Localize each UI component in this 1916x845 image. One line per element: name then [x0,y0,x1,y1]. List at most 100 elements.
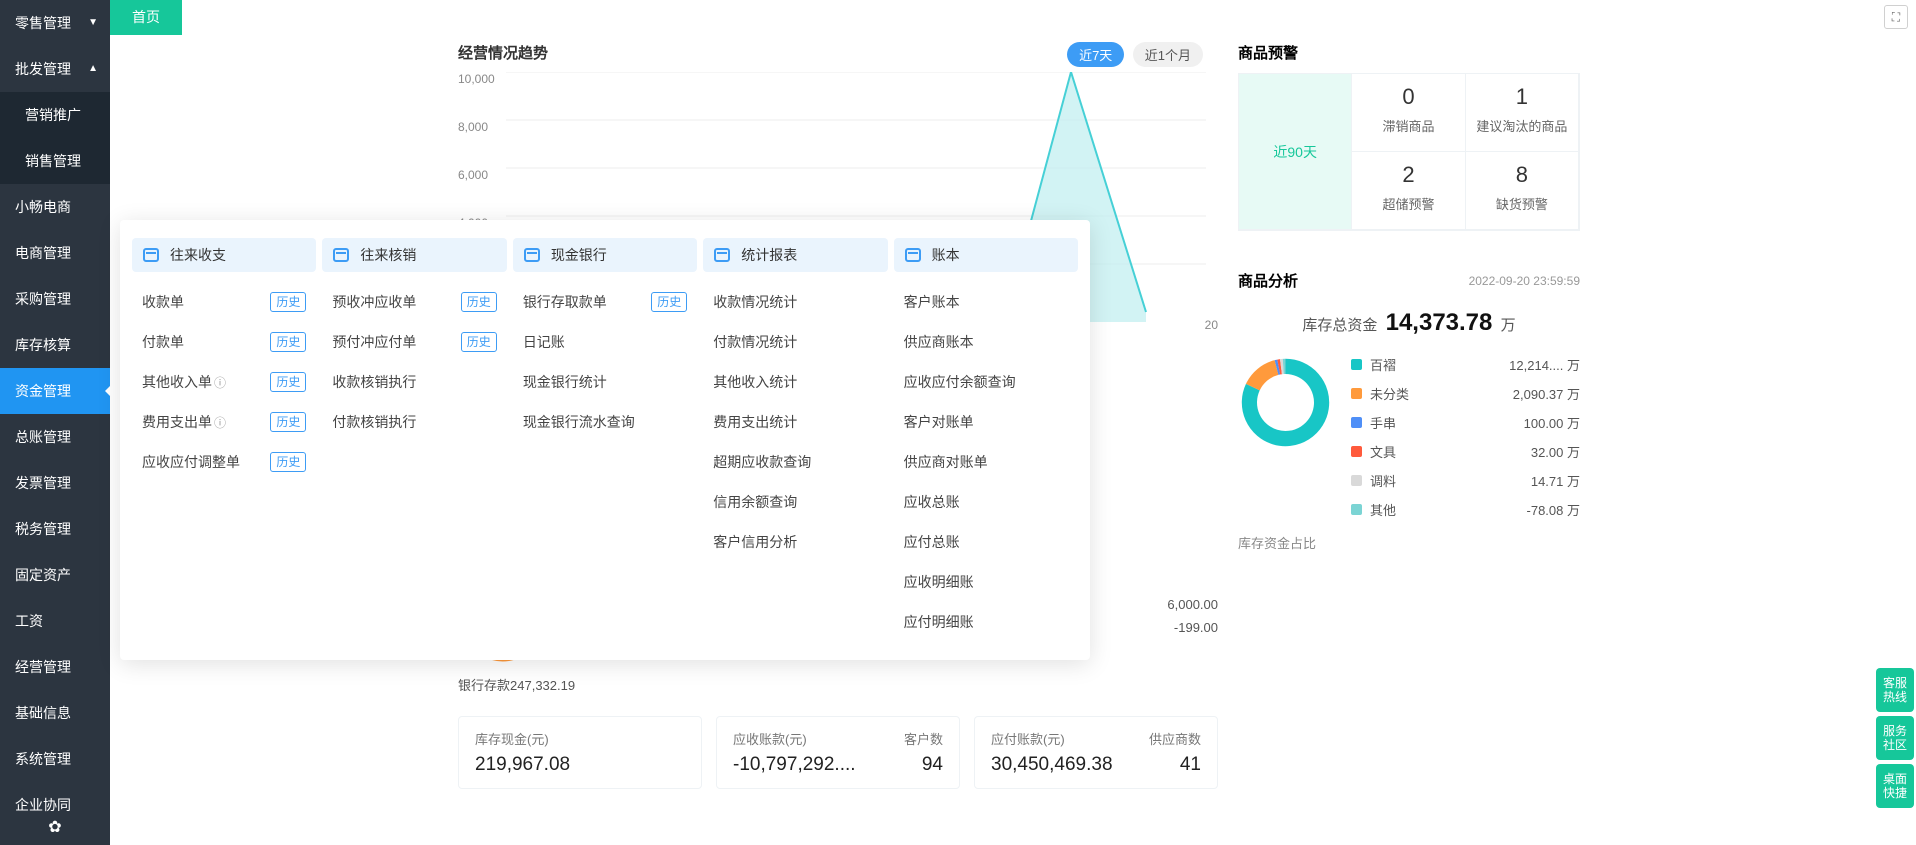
mega-item-3-0[interactable]: 收款情况统计 [703,282,887,322]
sidebar-item-9[interactable]: 总账管理 [0,414,110,460]
stat-box-0[interactable]: 库存现金(元)219,967.08 [458,716,702,789]
mega-item-3-5[interactable]: 信用余额查询 [703,482,887,522]
history-badge[interactable]: 历史 [461,292,497,312]
sidebar-item-15[interactable]: 基础信息 [0,690,110,736]
sidebar-item-3[interactable]: 销售管理 [0,138,110,184]
mega-item-2-2[interactable]: 现金银行统计 [513,362,697,402]
history-badge[interactable]: 历史 [270,292,306,312]
trend-tab-1m[interactable]: 近1个月 [1133,42,1203,67]
mega-item-3-4[interactable]: 超期应收款查询 [703,442,887,482]
sidebar-item-11[interactable]: 税务管理 [0,506,110,552]
chart-x-end: 20 [1205,318,1218,332]
sidebar-item-8[interactable]: 资金管理 [0,368,110,414]
analysis-donut [1238,355,1333,450]
mega-item-4-8[interactable]: 应付明细账 [894,602,1078,642]
trend-chart-title: 经营情况趋势 [458,45,548,62]
sidebar-item-0[interactable]: 零售管理▼ [0,0,110,46]
stat-row: 库存现金(元)219,967.08应收账款(元)客户数-10,797,292..… [458,716,1218,789]
mega-item-0-1[interactable]: 付款单历史 [132,322,316,362]
mega-item-4-6[interactable]: 应付总账 [894,522,1078,562]
trend-tab-7d[interactable]: 近7天 [1067,42,1124,67]
mega-item-0-4[interactable]: 应收应付调整单历史 [132,442,316,482]
sidebar-item-6[interactable]: 采购管理 [0,276,110,322]
warn-cell-3[interactable]: 8缺货预警 [1466,152,1579,230]
gear-icon[interactable]: ✿ [0,817,110,837]
history-badge[interactable]: 历史 [270,412,306,432]
mega-col-3: 统计报表收款情况统计付款情况统计其他收入统计费用支出统计超期应收款查询信用余额查… [703,238,887,642]
mega-item-4-0[interactable]: 客户账本 [894,282,1078,322]
ana-legend-row-0: 百褶12,214.... 万 [1351,355,1580,374]
ana-legend-row-1: 未分类2,090.37 万 [1351,384,1580,403]
mega-col-1: 往来核销预收冲应收单历史预付冲应付单历史收款核销执行付款核销执行 [322,238,506,642]
stat-box-2[interactable]: 应付账款(元)供应商数30,450,469.3841 [974,716,1218,789]
warn-cell-0[interactable]: 0滞销商品 [1352,74,1465,152]
mega-item-3-6[interactable]: 客户信用分析 [703,522,887,562]
mega-item-1-2[interactable]: 收款核销执行 [322,362,506,402]
mega-item-4-2[interactable]: 应收应付余额查询 [894,362,1078,402]
mega-item-0-0[interactable]: 收款单历史 [132,282,316,322]
mega-item-2-0[interactable]: 银行存取款单历史 [513,282,697,322]
sidebar-item-1[interactable]: 批发管理▲ [0,46,110,92]
ana-legend-row-3: 文具32.00 万 [1351,442,1580,461]
mega-item-4-1[interactable]: 供应商账本 [894,322,1078,362]
mega-head-icon [713,245,733,265]
mega-head-1: 往来核销 [322,238,506,272]
mega-head-4: 账本 [894,238,1078,272]
analysis-card: 商品分析 2022-09-20 23:59:59 库存总资金 14,373.78… [1238,270,1580,552]
history-badge[interactable]: 历史 [270,372,306,392]
analysis-title: 商品分析 [1238,270,1298,291]
mega-item-4-5[interactable]: 应收总账 [894,482,1078,522]
mega-head-icon [142,245,162,265]
mega-item-0-3[interactable]: 费用支出单ⓘ历史 [132,402,316,442]
sidebar-item-2[interactable]: 营销推广 [0,92,110,138]
mega-item-3-2[interactable]: 其他收入统计 [703,362,887,402]
mega-head-0: 往来收支 [132,238,316,272]
mega-head-2: 现金银行 [513,238,697,272]
warn-cell-1[interactable]: 1建议淘汰的商品 [1466,74,1579,152]
bank-total: 银行存款247,332.19 [458,675,1218,694]
sidebar-item-10[interactable]: 发票管理 [0,460,110,506]
sidebar-item-13[interactable]: 工资 [0,598,110,644]
fullscreen-icon[interactable]: ⛶ [1884,5,1908,29]
tab-home[interactable]: 首页 [110,0,182,35]
mega-item-4-4[interactable]: 供应商对账单 [894,442,1078,482]
sidebar-item-7[interactable]: 库存核算 [0,322,110,368]
trend-chart-tabs: 近7天 近1个月 [1063,42,1203,67]
mega-item-3-3[interactable]: 费用支出统计 [703,402,887,442]
mega-head-icon [523,245,543,265]
float-badges: 客服热线服务社区桌面快捷 [1876,668,1914,808]
analysis-legend: 百褶12,214.... 万未分类2,090.37 万手串100.00 万文具3… [1351,355,1580,529]
analysis-time: 2022-09-20 23:59:59 [1469,274,1580,288]
mega-item-2-3[interactable]: 现金银行流水查询 [513,402,697,442]
float-badge-2[interactable]: 桌面快捷 [1876,764,1914,808]
sidebar: 零售管理▼批发管理▲营销推广销售管理小畅电商电商管理采购管理库存核算资金管理总账… [0,0,110,845]
mega-item-0-2[interactable]: 其他收入单ⓘ历史 [132,362,316,402]
history-badge[interactable]: 历史 [651,292,687,312]
sidebar-item-16[interactable]: 系统管理 [0,736,110,782]
sidebar-item-4[interactable]: 小畅电商 [0,184,110,230]
history-badge[interactable]: 历史 [270,332,306,352]
warning-grid: 近90天0滞销商品1建议淘汰的商品2超储预警8缺货预警 [1238,73,1580,231]
mega-item-4-3[interactable]: 客户对账单 [894,402,1078,442]
mega-item-2-1[interactable]: 日记账 [513,322,697,362]
history-badge[interactable]: 历史 [270,452,306,472]
mega-item-3-1[interactable]: 付款情况统计 [703,322,887,362]
mega-item-1-3[interactable]: 付款核销执行 [322,402,506,442]
sidebar-item-12[interactable]: 固定资产 [0,552,110,598]
warn-cell-2[interactable]: 2超储预警 [1352,152,1465,230]
mega-col-4: 账本客户账本供应商账本应收应付余额查询客户对账单供应商对账单应收总账应付总账应收… [894,238,1078,642]
stat-box-1[interactable]: 应收账款(元)客户数-10,797,292....94 [716,716,960,789]
float-badge-0[interactable]: 客服热线 [1876,668,1914,712]
mega-menu: 往来收支收款单历史付款单历史其他收入单ⓘ历史费用支出单ⓘ历史应收应付调整单历史往… [120,220,1090,660]
analysis-footer: 库存资金占比 [1238,533,1580,552]
mega-col-0: 往来收支收款单历史付款单历史其他收入单ⓘ历史费用支出单ⓘ历史应收应付调整单历史 [132,238,316,642]
mega-item-1-1[interactable]: 预付冲应付单历史 [322,322,506,362]
sidebar-item-5[interactable]: 电商管理 [0,230,110,276]
warning-card: 商品预警 近90天0滞销商品1建议淘汰的商品2超储预警8缺货预警 [1238,42,1580,231]
mega-item-1-0[interactable]: 预收冲应收单历史 [322,282,506,322]
warning-title: 商品预警 [1238,42,1580,63]
float-badge-1[interactable]: 服务社区 [1876,716,1914,760]
sidebar-item-14[interactable]: 经营管理 [0,644,110,690]
history-badge[interactable]: 历史 [461,332,497,352]
mega-item-4-7[interactable]: 应收明细账 [894,562,1078,602]
